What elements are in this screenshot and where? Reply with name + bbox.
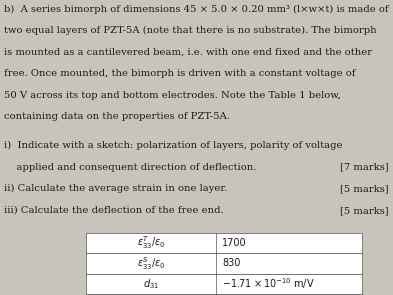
Bar bbox=[86, 273, 362, 294]
Bar bbox=[86, 253, 362, 273]
Text: $\varepsilon_{33}^S/\varepsilon_0$: $\varepsilon_{33}^S/\varepsilon_0$ bbox=[137, 255, 166, 272]
Text: iii) Calculate the deflection of the free end.: iii) Calculate the deflection of the fre… bbox=[4, 206, 224, 215]
Text: is mounted as a cantilevered beam, i.e. with one end fixed and the other: is mounted as a cantilevered beam, i.e. … bbox=[4, 47, 372, 57]
Text: $\varepsilon_{33}^T/\varepsilon_0$: $\varepsilon_{33}^T/\varepsilon_0$ bbox=[137, 235, 166, 251]
Text: 50 V across its top and bottom electrodes. Note the Table 1 below,: 50 V across its top and bottom electrode… bbox=[4, 91, 341, 100]
Bar bbox=[86, 233, 362, 253]
Text: two equal layers of PZT-5A (note that there is no substrate). The bimorph: two equal layers of PZT-5A (note that th… bbox=[4, 26, 376, 35]
Text: b)  A series bimorph of dimensions 45 × 5.0 × 0.20 mm³ (l×w×t) is made of: b) A series bimorph of dimensions 45 × 5… bbox=[4, 4, 389, 14]
Text: containing data on the properties of PZT-5A.: containing data on the properties of PZT… bbox=[4, 112, 230, 121]
Text: $d_{31}$: $d_{31}$ bbox=[143, 277, 160, 291]
Text: [7 marks]: [7 marks] bbox=[340, 163, 389, 172]
Text: $-1.71\times10^{-10}$ m/V: $-1.71\times10^{-10}$ m/V bbox=[222, 276, 315, 291]
Text: ii) Calculate the average strain in one layer.: ii) Calculate the average strain in one … bbox=[4, 184, 227, 193]
Text: free. Once mounted, the bimorph is driven with a constant voltage of: free. Once mounted, the bimorph is drive… bbox=[4, 69, 355, 78]
Text: 1700: 1700 bbox=[222, 238, 247, 248]
Bar bbox=[86, 294, 362, 295]
Text: i)  Indicate with a sketch: polarization of layers, polarity of voltage: i) Indicate with a sketch: polarization … bbox=[4, 141, 342, 150]
Text: applied and consequent direction of deflection.: applied and consequent direction of defl… bbox=[4, 163, 256, 172]
Text: [5 marks]: [5 marks] bbox=[340, 206, 389, 215]
Text: [5 marks]: [5 marks] bbox=[340, 184, 389, 193]
Text: 830: 830 bbox=[222, 258, 241, 268]
